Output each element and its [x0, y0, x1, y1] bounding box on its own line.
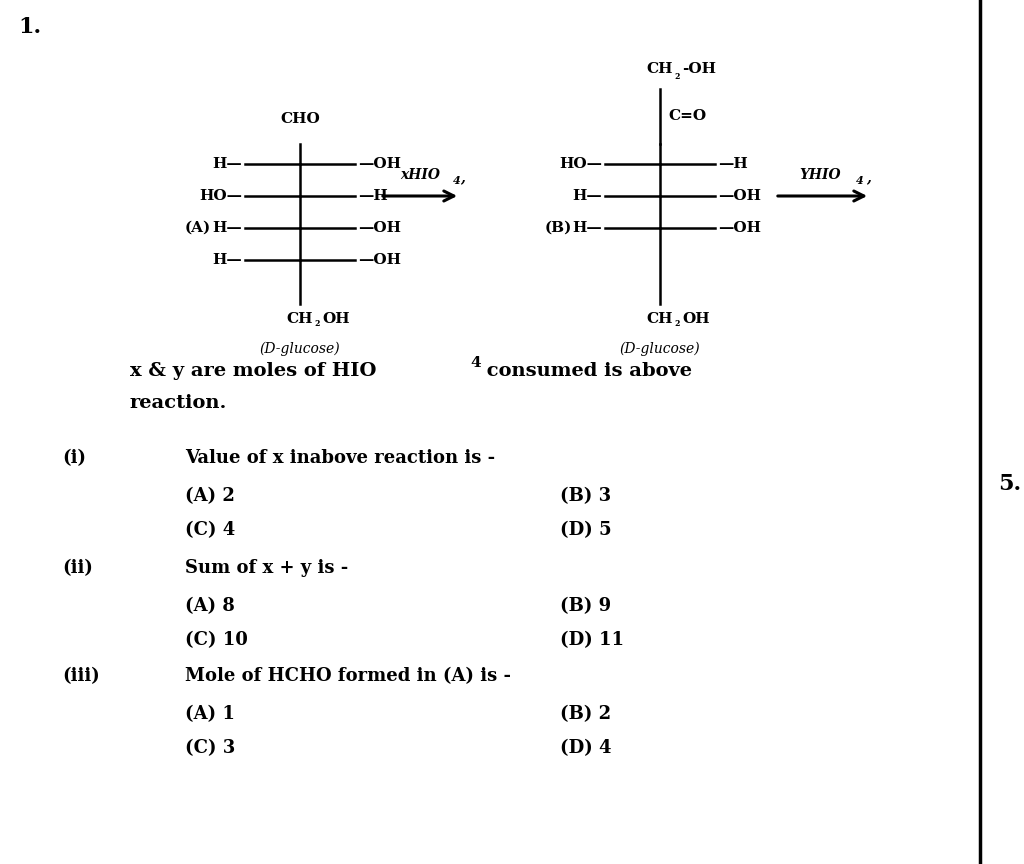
Text: ,: ,: [866, 170, 870, 184]
Text: x & y are moles of HIO: x & y are moles of HIO: [130, 362, 377, 380]
Text: YHIO: YHIO: [799, 168, 841, 182]
Text: (i): (i): [62, 449, 86, 467]
Text: Mole of HCHO formed in (A) is -: Mole of HCHO formed in (A) is -: [185, 667, 511, 685]
Text: (D) 5: (D) 5: [560, 521, 611, 539]
Text: CH: CH: [647, 312, 673, 326]
Text: HO—: HO—: [559, 157, 602, 171]
Text: (B): (B): [545, 221, 572, 235]
Text: OH: OH: [322, 312, 349, 326]
Text: (A) 8: (A) 8: [185, 597, 234, 615]
Text: (D) 4: (D) 4: [560, 739, 611, 757]
Text: C=O: C=O: [668, 109, 707, 123]
Text: (C) 4: (C) 4: [185, 521, 236, 539]
Text: 4: 4: [856, 175, 864, 186]
Text: 4: 4: [470, 356, 480, 370]
Text: (C) 3: (C) 3: [185, 739, 236, 757]
Text: —H: —H: [358, 189, 388, 203]
Text: (B) 2: (B) 2: [560, 705, 611, 723]
Text: —OH: —OH: [718, 189, 761, 203]
Text: (ii): (ii): [62, 559, 93, 577]
Text: H—: H—: [572, 221, 602, 235]
Text: 4: 4: [453, 175, 461, 186]
Text: ₂: ₂: [674, 69, 680, 82]
Text: —H: —H: [718, 157, 748, 171]
Text: —OH: —OH: [718, 221, 761, 235]
Text: (A): (A): [185, 221, 211, 235]
Text: (D) 11: (D) 11: [560, 631, 624, 649]
Text: (B) 9: (B) 9: [560, 597, 611, 615]
Text: Sum of x + y is -: Sum of x + y is -: [185, 559, 348, 577]
Text: CHO: CHO: [281, 112, 319, 126]
Text: —OH: —OH: [358, 157, 401, 171]
Text: ,: ,: [460, 170, 465, 184]
Text: CH: CH: [647, 62, 673, 76]
Text: —OH: —OH: [358, 221, 401, 235]
Text: H—: H—: [572, 189, 602, 203]
Text: 1.: 1.: [18, 16, 41, 38]
Text: H—: H—: [212, 157, 242, 171]
Text: consumed is above: consumed is above: [480, 362, 692, 380]
Text: ₂: ₂: [314, 316, 319, 329]
Text: 5.: 5.: [998, 473, 1022, 495]
Text: (A) 2: (A) 2: [185, 487, 234, 505]
Text: ₂: ₂: [674, 316, 680, 329]
Text: Value of x inabove reaction is -: Value of x inabove reaction is -: [185, 449, 496, 467]
Text: CH: CH: [287, 312, 313, 326]
Text: (iii): (iii): [62, 667, 99, 685]
Text: (B) 3: (B) 3: [560, 487, 611, 505]
Text: reaction.: reaction.: [130, 394, 227, 412]
Text: (D-glucose): (D-glucose): [620, 342, 700, 356]
Text: xHIO: xHIO: [400, 168, 440, 182]
Text: (D-glucose): (D-glucose): [260, 342, 340, 356]
Text: H—: H—: [212, 253, 242, 267]
Text: —OH: —OH: [358, 253, 401, 267]
Text: -OH: -OH: [682, 62, 716, 76]
Text: (A) 1: (A) 1: [185, 705, 234, 723]
Text: (C) 10: (C) 10: [185, 631, 248, 649]
Text: HO—: HO—: [199, 189, 242, 203]
Text: OH: OH: [682, 312, 710, 326]
Text: H—: H—: [212, 221, 242, 235]
